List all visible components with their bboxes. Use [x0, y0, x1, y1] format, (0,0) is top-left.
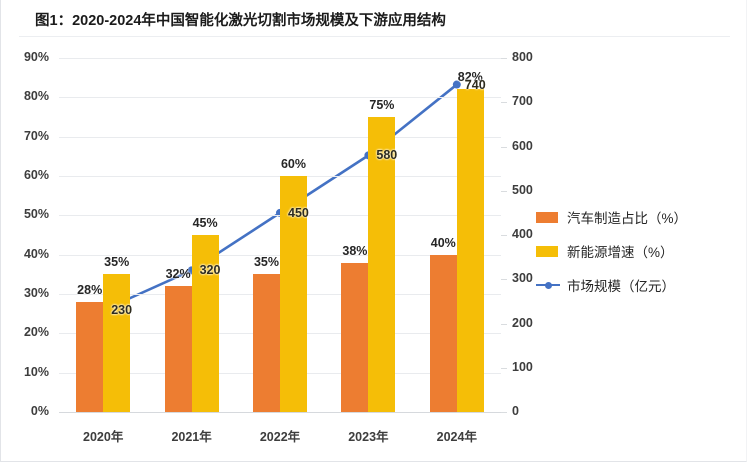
y-axis-right-tick-label: 200	[512, 315, 533, 330]
line-data-label: 580	[376, 148, 398, 163]
y-axis-right-tick-mark	[501, 323, 507, 325]
bar-data-label: 35%	[253, 255, 280, 270]
y-axis-right-tick-mark	[501, 367, 507, 369]
plot-area: 0% 10% 20% 30% 40% 50% 60% 70% 80% 90% 0 100 200 300 4…	[24, 50, 533, 444]
y-axis-right-tick-mark	[501, 235, 507, 236]
y-axis-right-tick-mark	[501, 412, 507, 413]
y-axis-right-tick-label: 400	[512, 227, 533, 241]
bar	[76, 301, 104, 412]
bar-data-label: 40%	[430, 235, 456, 250]
x-axis-tick-label: 2020年	[83, 430, 124, 444]
chart-legend: 汽车制造占比（%） 新能源增速（%） 市场规模（亿元）	[536, 200, 741, 302]
y-axis-right-tick-label: 600	[512, 138, 533, 153]
y-axis-right-tick-mark	[501, 190, 507, 192]
y-axis-left-tick-label: 30%	[23, 286, 49, 300]
gridline	[59, 136, 501, 138]
gridline	[59, 58, 501, 59]
x-axis-tick-label: 2023年	[348, 430, 389, 444]
chart-title: 图1：2020-2024年中国智能化激光切割市场规模及下游应用结构	[35, 13, 446, 29]
bar	[280, 176, 307, 412]
legend-item-label: 新能源增速（%）	[567, 245, 674, 260]
y-axis-left-tick-label: 50%	[23, 207, 49, 222]
y-axis-right-tick-mark	[501, 146, 507, 148]
line-data-label: 450	[288, 205, 309, 220]
bar	[103, 274, 131, 412]
x-axis-tick-label: 2024年	[436, 430, 477, 444]
x-axis-tick-label: 2022年	[259, 430, 301, 444]
y-axis-left-tick-label: 40%	[23, 246, 49, 261]
legend-item-label: 汽车制造占比（%）	[567, 211, 688, 226]
bar	[253, 274, 280, 412]
bar	[429, 254, 457, 412]
y-axis-right-tick-label: 300	[512, 271, 533, 286]
line-data-label: 740	[464, 77, 486, 92]
line-data-label: 230	[111, 303, 133, 318]
y-axis-left-tick-label: 60%	[23, 168, 49, 182]
bar-data-label: 28%	[77, 282, 103, 297]
y-axis-right-tick-label: 800	[512, 50, 533, 64]
y-axis-right-tick-mark	[501, 279, 507, 281]
bar	[191, 235, 219, 412]
bar	[164, 286, 192, 412]
legend-item-auto-manufacturing[interactable]: 汽车制造占比（%）	[536, 200, 741, 234]
bar-data-label: 82%	[457, 70, 483, 85]
y-axis-right-tick-mark	[501, 102, 507, 104]
gridline	[59, 97, 501, 99]
gridline	[59, 412, 501, 413]
y-axis-left-tick-label: 90%	[23, 50, 49, 64]
bar-data-label: 38%	[342, 243, 368, 258]
y-axis-right-tick-label: 100	[512, 359, 533, 374]
legend-item-market-size[interactable]: 市场规模（亿元）	[536, 268, 741, 302]
y-axis-left-tick-label: 0%	[30, 404, 49, 418]
y-axis-right-tick-label: 700	[512, 94, 533, 109]
bar-data-label: 32%	[165, 267, 191, 282]
y-axis-right-tick-mark	[501, 58, 507, 59]
bar-data-label: 60%	[280, 157, 307, 171]
bar-swatch-orange-icon	[536, 211, 558, 223]
legend-item-label: 市场规模（亿元）	[567, 279, 675, 294]
legend-item-new-energy[interactable]: 新能源增速（%）	[536, 234, 741, 268]
bar	[368, 117, 396, 412]
bar-data-label: 45%	[192, 216, 218, 230]
bar-data-label: 75%	[369, 98, 395, 112]
bar	[341, 262, 369, 412]
x-axis-tick-label: 2021年	[171, 430, 212, 444]
y-axis-left-tick-label: 20%	[23, 325, 49, 340]
title-divider	[19, 36, 730, 37]
bar	[456, 89, 484, 412]
y-axis-left-tick-label: 70%	[23, 128, 49, 143]
y-axis-right-tick-label: 0	[512, 404, 519, 418]
y-axis-left-tick-label: 10%	[23, 364, 49, 379]
line-data-label: 320	[199, 263, 221, 278]
bar-data-label: 35%	[104, 255, 130, 270]
bar-swatch-yellow-icon	[536, 245, 558, 257]
y-axis-right-tick-label: 500	[512, 182, 533, 197]
line-marker-blue-icon	[536, 279, 560, 291]
y-axis-left-tick-label: 80%	[23, 89, 49, 104]
